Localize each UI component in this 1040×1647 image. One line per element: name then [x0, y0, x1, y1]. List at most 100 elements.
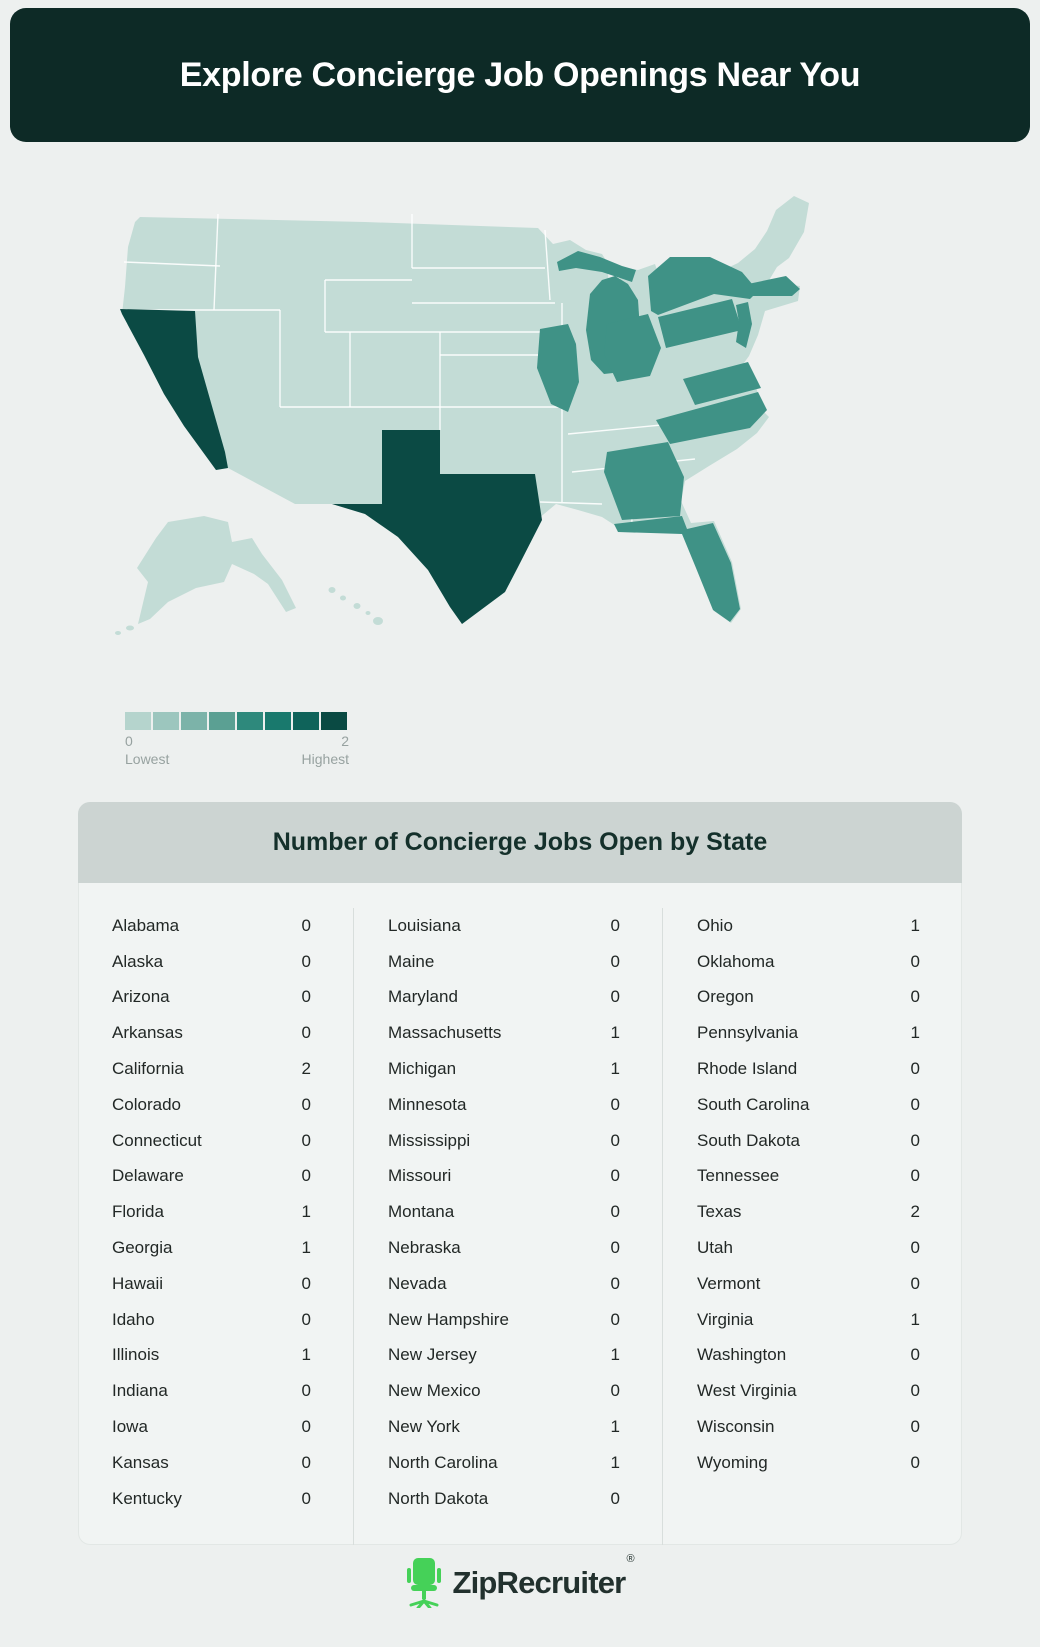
state-job-count: 1: [610, 1452, 620, 1472]
state-massachusetts: [748, 276, 800, 296]
state-job-count: 0: [301, 1309, 311, 1329]
state-name: New Mexico: [388, 1381, 481, 1401]
state-name: Virginia: [697, 1309, 754, 1329]
table-row: West Virginia 0: [663, 1373, 962, 1409]
us-map-svg: [115, 196, 809, 635]
table-row: Oklahoma 0: [663, 944, 962, 980]
state-job-count: 0: [301, 1488, 311, 1508]
table-row: Kentucky 0: [78, 1481, 353, 1517]
brand-logo[interactable]: ZipRecruiter®: [0, 1553, 1040, 1608]
state-job-count: 0: [301, 1094, 311, 1114]
state-name: Arkansas: [112, 1023, 183, 1043]
state-name: Arizona: [112, 987, 170, 1007]
state-name: Alaska: [112, 951, 164, 971]
state-job-count: 0: [910, 1417, 920, 1437]
table-row: Delaware 0: [78, 1159, 353, 1195]
alaska-island: [126, 625, 134, 631]
state-job-count: 1: [610, 1059, 620, 1079]
brand-name: ZipRecruiter: [452, 1565, 626, 1600]
state-name: Oregon: [697, 987, 754, 1007]
state-georgia: [604, 442, 684, 520]
state-hawaii: [328, 587, 336, 593]
table-row: New Hampshire 0: [354, 1302, 662, 1338]
state-name: Indiana: [112, 1381, 168, 1401]
state-job-count: 0: [301, 1452, 311, 1472]
state-job-count: 1: [910, 915, 920, 935]
state-job-count: 0: [610, 1381, 620, 1401]
state-michigan-up: [557, 251, 636, 282]
table-row: Alaska 0: [78, 944, 353, 980]
page-title: Explore Concierge Job Openings Near You: [179, 55, 861, 94]
state-job-count: 0: [610, 1273, 620, 1293]
state-job-count: 0: [910, 1238, 920, 1258]
state-job-count: 0: [910, 1273, 920, 1293]
table-row: Pennsylvania 1: [663, 1015, 962, 1051]
alaska-island: [115, 631, 121, 635]
table-row: Tennessee 0: [663, 1159, 962, 1195]
legend-swatch: [125, 712, 151, 730]
header-banner: Explore Concierge Job Openings Near You: [10, 8, 1030, 142]
state-illinois: [537, 324, 579, 412]
state-name: Tennessee: [697, 1166, 780, 1186]
state-name: North Carolina: [388, 1452, 498, 1472]
state-name: Iowa: [112, 1417, 148, 1437]
table-row: Nebraska 0: [354, 1230, 662, 1266]
state-name: Louisiana: [388, 915, 461, 935]
state-job-count: 1: [610, 1023, 620, 1043]
table-row: Iowa 0: [78, 1409, 353, 1445]
state-name: Massachusetts: [388, 1023, 502, 1043]
state-name: Michigan: [388, 1059, 457, 1079]
state-name: Maryland: [388, 987, 458, 1007]
office-chair-icon: [407, 1558, 442, 1608]
us-map: [110, 172, 960, 672]
table-row: South Carolina 0: [663, 1087, 962, 1123]
table-row: Nevada 0: [354, 1266, 662, 1302]
table-row: Wisconsin 0: [663, 1409, 962, 1445]
state-job-count: 0: [610, 1202, 620, 1222]
state-pennsylvania: [658, 299, 742, 348]
state-job-count: 0: [301, 1130, 311, 1150]
table-header: Number of Concierge Jobs Open by State: [78, 802, 962, 883]
table-row: Georgia 1: [78, 1230, 353, 1266]
table-row: Indiana 0: [78, 1373, 353, 1409]
legend-swatch: [293, 712, 319, 730]
table-row: Michigan 1: [354, 1051, 662, 1087]
table-row: Louisiana 0: [354, 908, 662, 944]
state-alaska: [137, 516, 296, 624]
table-row: Idaho 0: [78, 1302, 353, 1338]
state-job-count: 1: [301, 1238, 311, 1258]
state-name: Florida: [112, 1202, 164, 1222]
state-job-count: 0: [610, 915, 620, 935]
table-row: Kansas 0: [78, 1445, 353, 1481]
registered-mark: ®: [626, 1553, 635, 1565]
state-name: New Jersey: [388, 1345, 477, 1365]
table-column-2: Louisiana 0 Maine 0 Maryland 0 Massachusetts 1 M…: [353, 908, 662, 1545]
state-name: Washington: [697, 1345, 787, 1365]
table-row: Montana 0: [354, 1194, 662, 1230]
table-row: Missouri 0: [354, 1159, 662, 1195]
state-job-count: 0: [910, 1094, 920, 1114]
state-job-count: 2: [301, 1059, 311, 1079]
state-new-york: [648, 257, 758, 315]
table-row: South Dakota 0: [663, 1123, 962, 1159]
table-column-3: Ohio 1 Oklahoma 0 Oregon 0 Pennsylvania 1 Rhode …: [662, 908, 962, 1545]
table-row: Texas 2: [663, 1194, 962, 1230]
state-job-count: 1: [301, 1345, 311, 1365]
state-job-count: 0: [910, 987, 920, 1007]
table-row: Washington 0: [663, 1338, 962, 1374]
legend-swatch: [265, 712, 291, 730]
state-name: Rhode Island: [697, 1059, 798, 1079]
table-row: North Carolina 1: [354, 1445, 662, 1481]
table-row: Virginia 1: [663, 1302, 962, 1338]
state-hawaii: [340, 595, 346, 601]
state-job-count: 1: [610, 1345, 620, 1365]
state-job-count: 0: [301, 915, 311, 935]
legend-max-label: Highest: [301, 751, 349, 767]
state-job-count: 0: [610, 1238, 620, 1258]
state-job-count: 0: [301, 987, 311, 1007]
state-job-count: 0: [610, 1130, 620, 1150]
state-name: Pennsylvania: [697, 1023, 799, 1043]
jobs-table-card: Number of Concierge Jobs Open by State A…: [78, 802, 962, 1545]
state-name: New York: [388, 1417, 460, 1437]
